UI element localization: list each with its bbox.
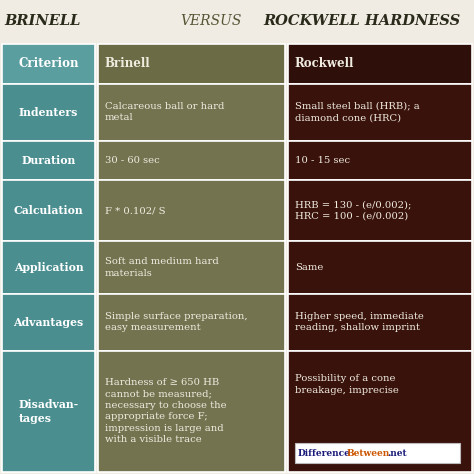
Text: Calcareous ball or hard
metal: Calcareous ball or hard metal	[105, 102, 224, 122]
Bar	[288, 83, 472, 141]
Bar	[288, 241, 472, 293]
Bar	[98, 351, 285, 472]
Text: Difference: Difference	[297, 449, 350, 457]
Text: BRINELL: BRINELL	[5, 14, 81, 28]
Bar	[98, 141, 285, 180]
Text: Disadvan-
tages: Disadvan- tages	[18, 399, 79, 424]
Bar	[2, 293, 95, 351]
Text: HRB = 130 - (e/0.002);
HRC = 100 - (e/0.002): HRB = 130 - (e/0.002); HRC = 100 - (e/0.…	[295, 201, 411, 221]
Text: Indenters: Indenters	[19, 107, 78, 118]
Bar	[2, 44, 95, 83]
Bar	[2, 141, 95, 180]
Text: ROCKWELL HARDNESS: ROCKWELL HARDNESS	[263, 14, 460, 28]
Text: Advantages: Advantages	[13, 317, 84, 328]
Bar	[98, 44, 285, 83]
Text: Application: Application	[14, 262, 83, 273]
Bar	[288, 180, 472, 241]
Text: Hardness of ≥ 650 HB
cannot be measured;
necessary to choose the
appropriate for: Hardness of ≥ 650 HB cannot be measured;…	[105, 378, 227, 444]
Text: Brinell: Brinell	[105, 57, 150, 70]
Text: Simple surface preparation,
easy measurement: Simple surface preparation, easy measure…	[105, 312, 247, 332]
Text: 30 - 60 sec: 30 - 60 sec	[105, 156, 160, 165]
Text: VERSUS: VERSUS	[180, 14, 241, 28]
Text: Possibility of a cone
breakage, imprecise: Possibility of a cone breakage, imprecis…	[295, 374, 399, 395]
Bar	[98, 241, 285, 293]
Bar	[98, 180, 285, 241]
Bar	[288, 351, 472, 472]
Text: .net: .net	[387, 449, 407, 457]
Text: Rockwell: Rockwell	[295, 57, 354, 70]
Text: Soft and medium hard
materials: Soft and medium hard materials	[105, 257, 219, 278]
Text: Criterion: Criterion	[18, 57, 79, 70]
Text: Duration: Duration	[21, 155, 76, 166]
Bar	[295, 443, 460, 463]
Bar	[2, 180, 95, 241]
Bar	[98, 83, 285, 141]
Bar	[2, 241, 95, 293]
Text: Between: Between	[347, 449, 390, 457]
Bar	[98, 293, 285, 351]
Text: F * 0.102/ S: F * 0.102/ S	[105, 206, 165, 215]
Bar	[288, 141, 472, 180]
Bar	[2, 351, 95, 472]
Bar	[288, 44, 472, 83]
Text: Small steel ball (HRB); a
diamond cone (HRC): Small steel ball (HRB); a diamond cone (…	[295, 102, 419, 122]
Text: Calculation: Calculation	[14, 205, 83, 216]
Text: 10 - 15 sec: 10 - 15 sec	[295, 156, 350, 165]
Bar	[2, 83, 95, 141]
Text: Same: Same	[295, 263, 323, 272]
Text: Higher speed, immediate
reading, shallow imprint: Higher speed, immediate reading, shallow…	[295, 312, 424, 332]
Bar	[288, 293, 472, 351]
